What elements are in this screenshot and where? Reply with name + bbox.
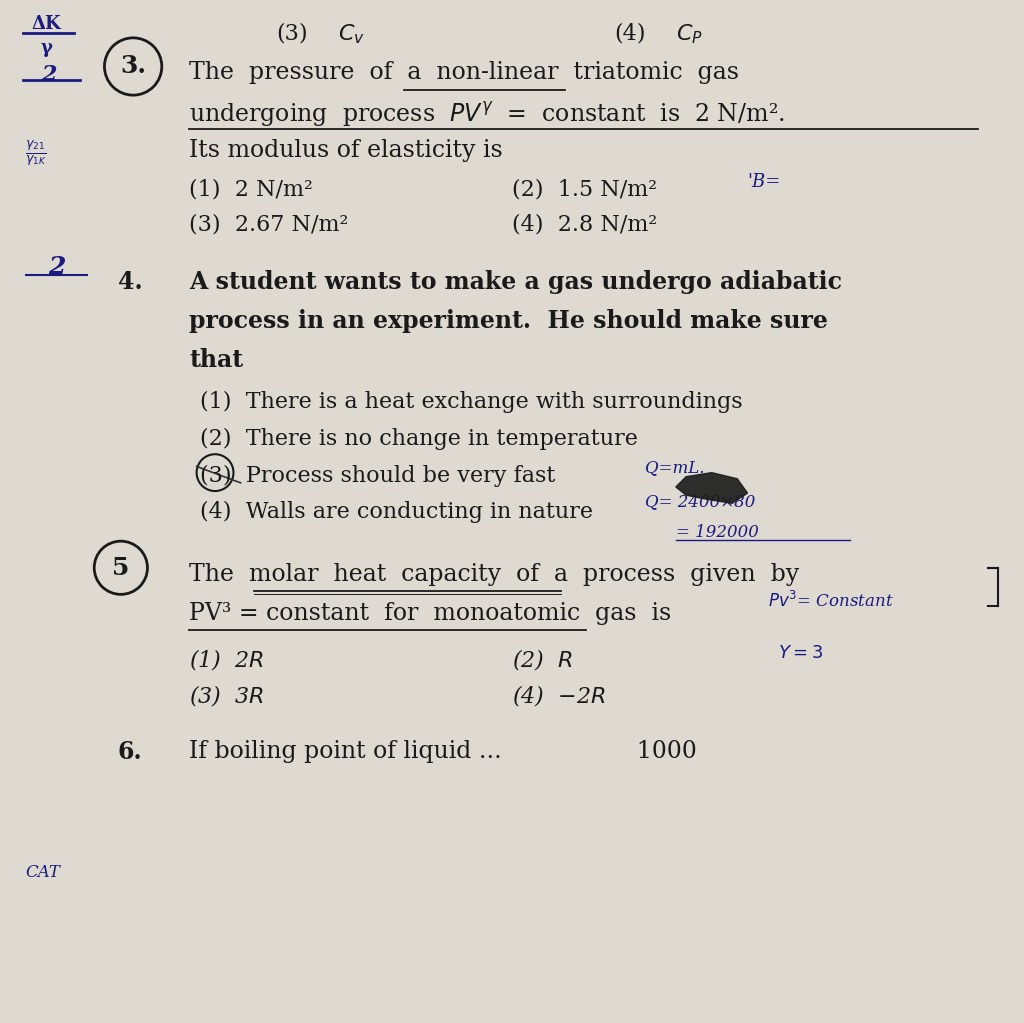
- Text: (4)  −2$R$: (4) −2$R$: [512, 683, 606, 708]
- Text: γ: γ: [40, 39, 52, 57]
- Text: Q= 2400×80: Q= 2400×80: [645, 493, 756, 510]
- Text: PV³ = constant  for  monoatomic  gas  is: PV³ = constant for monoatomic gas is: [189, 602, 672, 624]
- Text: $C_v$: $C_v$: [338, 23, 365, 46]
- Text: Its modulus of elasticity is: Its modulus of elasticity is: [189, 139, 503, 162]
- Text: (3)  Process should be very fast: (3) Process should be very fast: [200, 464, 555, 487]
- Text: (4): (4): [614, 23, 646, 45]
- Text: 6.: 6.: [118, 740, 142, 763]
- Text: (1)  There is a heat exchange with surroundings: (1) There is a heat exchange with surrou…: [200, 391, 742, 413]
- Text: 4.: 4.: [118, 270, 142, 294]
- Text: ΔK: ΔK: [32, 15, 60, 34]
- Text: 'B=: 'B=: [748, 173, 781, 191]
- Text: undergoing  process  $PV^\gamma$  =  constant  is  2 N/m².: undergoing process $PV^\gamma$ = constan…: [189, 100, 785, 129]
- Text: CAT: CAT: [26, 864, 60, 882]
- Text: (2)  There is no change in temperature: (2) There is no change in temperature: [200, 428, 638, 450]
- Text: (3)  3$R$: (3) 3$R$: [189, 683, 264, 708]
- Text: $\frac{\gamma_{21}}{\gamma_{1K}}$: $\frac{\gamma_{21}}{\gamma_{1K}}$: [26, 139, 46, 168]
- Text: 3.: 3.: [120, 54, 146, 79]
- Polygon shape: [676, 473, 748, 503]
- Text: (3): (3): [276, 23, 308, 45]
- Text: (1)  2 N/m²: (1) 2 N/m²: [189, 178, 313, 201]
- Text: $C_P$: $C_P$: [676, 23, 702, 46]
- Text: (4)  2.8 N/m²: (4) 2.8 N/m²: [512, 214, 657, 236]
- Text: = 192000: = 192000: [676, 524, 759, 541]
- Text: that: that: [189, 348, 244, 371]
- Text: 2: 2: [48, 255, 65, 278]
- Text: The  molar  heat  capacity  of  a  process  given  by: The molar heat capacity of a process giv…: [189, 563, 800, 585]
- Text: (1)  2$R$: (1) 2$R$: [189, 647, 264, 671]
- Text: process in an experiment.  He should make sure: process in an experiment. He should make…: [189, 309, 828, 332]
- Text: 2: 2: [41, 64, 57, 87]
- Text: $Y = 3$: $Y = 3$: [778, 644, 823, 663]
- Text: (4)  Walls are conducting in nature: (4) Walls are conducting in nature: [200, 501, 593, 524]
- Text: A student wants to make a gas undergo adiabatic: A student wants to make a gas undergo ad…: [189, 270, 843, 294]
- Text: If boiling point of liquid ...                  1000: If boiling point of liquid ... 1000: [189, 740, 697, 762]
- Text: Q=mL.: Q=mL.: [645, 459, 705, 477]
- Text: (2)  $R$: (2) $R$: [512, 647, 573, 671]
- Text: $Pv^3$= Constant: $Pv^3$= Constant: [768, 591, 894, 612]
- Text: 5: 5: [113, 555, 129, 580]
- Text: The  pressure  of  a  non-linear  triatomic  gas: The pressure of a non-linear triatomic g…: [189, 61, 739, 84]
- Text: (2)  1.5 N/m²: (2) 1.5 N/m²: [512, 178, 657, 201]
- Text: (3)  2.67 N/m²: (3) 2.67 N/m²: [189, 214, 349, 236]
